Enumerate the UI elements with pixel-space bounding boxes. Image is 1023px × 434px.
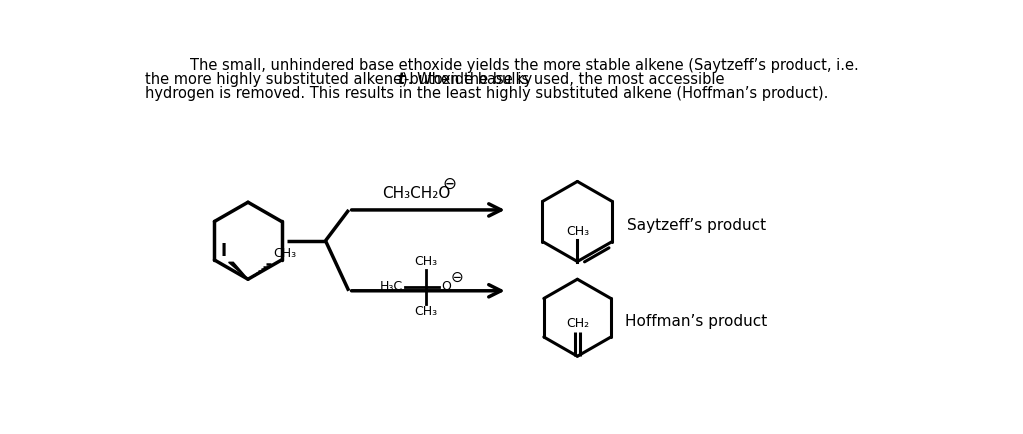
Text: CH₃CH₂O: CH₃CH₂O — [383, 186, 451, 201]
Text: CH₃: CH₃ — [414, 255, 438, 268]
Text: t: t — [398, 72, 404, 87]
Text: CH₃: CH₃ — [273, 247, 296, 260]
Text: the more highly substituted alkene). When the bulky: the more highly substituted alkene). Whe… — [145, 72, 537, 87]
Text: The small, unhindered base ethoxide yields the more stable alkene (Saytzeff’s pr: The small, unhindered base ethoxide yiel… — [189, 58, 858, 73]
Text: I: I — [221, 242, 227, 260]
Text: O: O — [441, 280, 451, 293]
Text: CH₃: CH₃ — [566, 225, 589, 238]
Polygon shape — [228, 262, 248, 279]
Text: -butoxide base is used, the most accessible: -butoxide base is used, the most accessi… — [404, 72, 724, 87]
Text: CH₃: CH₃ — [414, 306, 438, 319]
Text: H₃C: H₃C — [380, 280, 403, 293]
Text: Saytzeff’s product: Saytzeff’s product — [627, 218, 766, 233]
Text: hydrogen is removed. This results in the least highly substituted alkene (Hoffma: hydrogen is removed. This results in the… — [145, 86, 829, 101]
Text: CH₂: CH₂ — [566, 317, 589, 330]
Text: Hoffman’s product: Hoffman’s product — [625, 314, 767, 329]
Text: ⊖: ⊖ — [442, 175, 456, 193]
Text: ⊖: ⊖ — [451, 270, 463, 284]
